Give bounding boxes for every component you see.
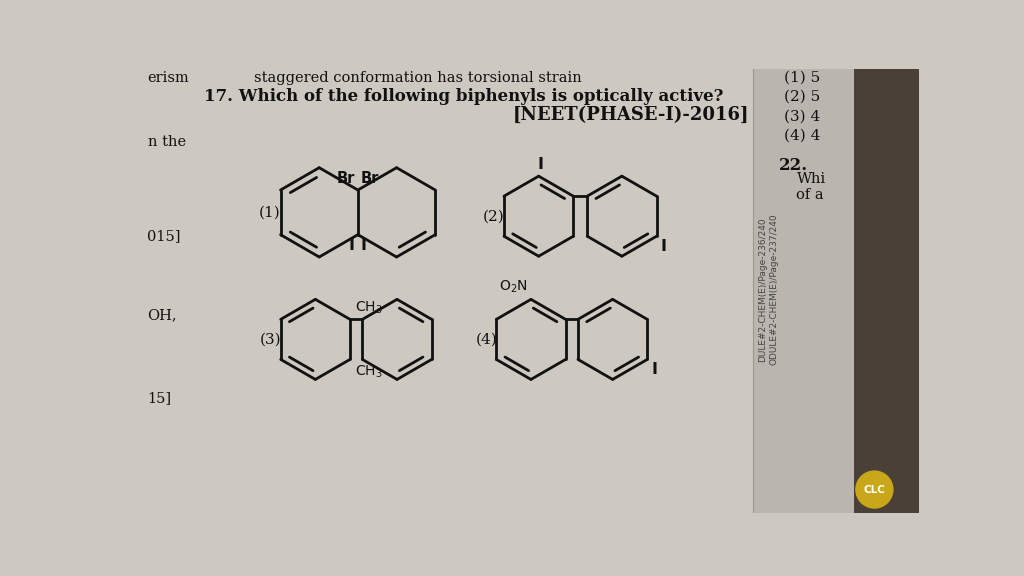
Text: CLC: CLC — [863, 484, 886, 495]
Text: (3) 4: (3) 4 — [783, 109, 820, 123]
Bar — [753, 69, 854, 513]
Text: Br: Br — [361, 171, 379, 186]
Text: CH$_3$: CH$_3$ — [354, 299, 382, 316]
Text: 15]: 15] — [147, 391, 172, 405]
Text: of a: of a — [796, 188, 823, 202]
Text: I: I — [651, 362, 657, 377]
Text: (3): (3) — [260, 332, 282, 346]
Text: OH,: OH, — [147, 309, 177, 323]
Text: I: I — [660, 238, 667, 253]
Text: Br: Br — [337, 171, 354, 186]
Text: [NEET(PHASE-I)-2016]: [NEET(PHASE-I)-2016] — [513, 106, 750, 124]
Text: I: I — [349, 238, 354, 253]
Text: I: I — [538, 157, 543, 172]
Text: 22.: 22. — [779, 157, 808, 174]
Text: erism: erism — [147, 71, 189, 85]
Text: 015]: 015] — [147, 229, 181, 243]
Text: (1): (1) — [259, 205, 281, 219]
Text: (4) 4: (4) 4 — [783, 128, 820, 142]
Text: Whi: Whi — [798, 172, 826, 186]
Text: staggered conformation has torsional strain: staggered conformation has torsional str… — [254, 71, 582, 85]
Circle shape — [856, 471, 893, 508]
Bar — [854, 69, 920, 513]
Text: DULE#2-CHEM(E)/Page-236/240: DULE#2-CHEM(E)/Page-236/240 — [758, 217, 767, 362]
Text: (1) 5: (1) 5 — [783, 71, 820, 85]
Text: n the: n the — [147, 135, 185, 149]
Text: (2) 5: (2) 5 — [783, 90, 820, 104]
Text: 17. Which of the following biphenyls is optically active?: 17. Which of the following biphenyls is … — [204, 88, 723, 105]
Text: I: I — [361, 238, 367, 253]
Text: (4): (4) — [475, 332, 498, 346]
Text: CH$_3$: CH$_3$ — [354, 363, 382, 380]
Text: ODULE#2-CHEM(E)/Page-237/240: ODULE#2-CHEM(E)/Page-237/240 — [770, 214, 778, 365]
Text: O$_2$N: O$_2$N — [500, 278, 528, 295]
Text: (2): (2) — [483, 209, 505, 223]
